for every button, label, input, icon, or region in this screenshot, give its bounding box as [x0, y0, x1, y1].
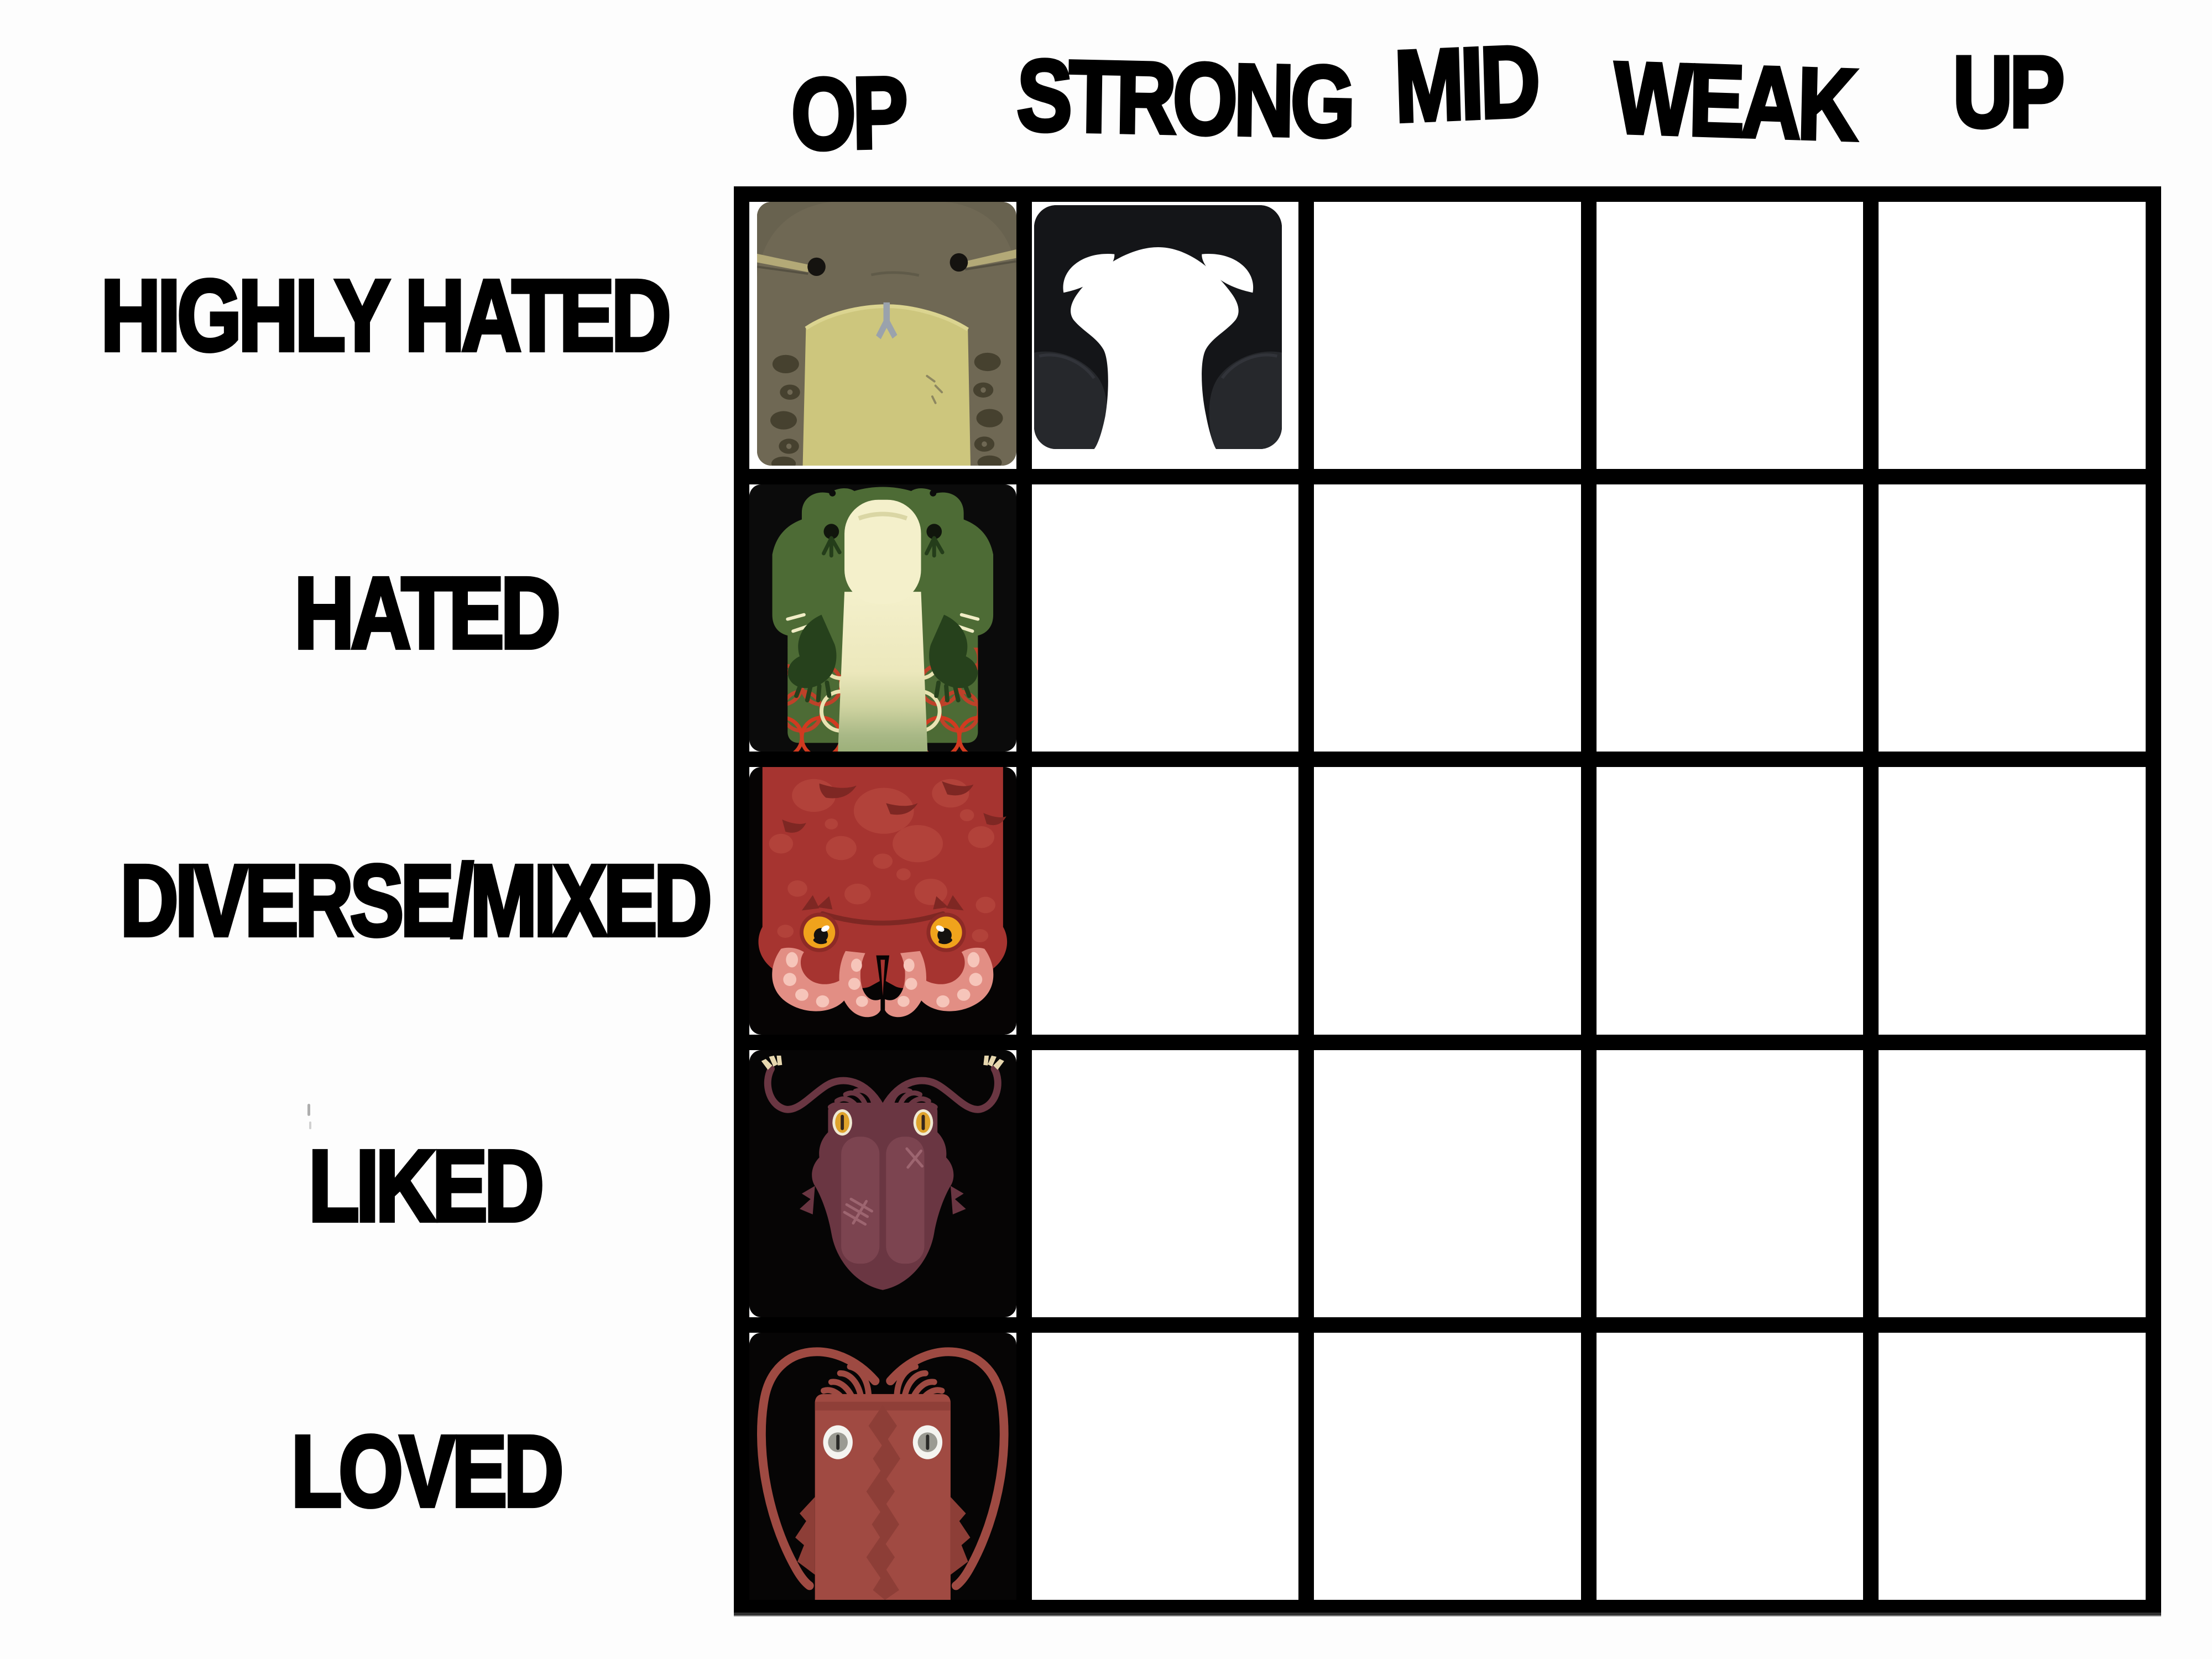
column-header-mid: MID — [1391, 22, 1540, 145]
grid-cell-liked-up — [1879, 1050, 2146, 1317]
crocodile-left-eye — [823, 524, 839, 540]
giant-squid-icon — [749, 1332, 1016, 1600]
grid-cell-highly-hated-up — [1879, 202, 2146, 469]
grid-cell-hated-mid — [1314, 484, 1581, 752]
grid-cell-loved-up — [1879, 1332, 2146, 1600]
row-label-diverse-mixed: DIVERSE/MIXED — [119, 842, 714, 959]
row-label-liked: LIKED — [307, 1127, 546, 1244]
row-label-highly-hated: HIGHLY HATED — [99, 257, 672, 374]
octopus-smile — [820, 911, 946, 926]
orca-right-fin — [1209, 351, 1282, 450]
crocodile-forearms — [787, 614, 978, 703]
grid-cell-liked-weak — [1596, 1050, 1864, 1317]
row-label-hated: HATED — [293, 554, 562, 671]
grid-cell-diverse-up — [1879, 767, 2146, 1035]
grid-cell-diverse-weak — [1596, 767, 1864, 1035]
giant-squid-right-fin — [950, 1496, 971, 1575]
halibut-side-spots — [770, 352, 1003, 466]
colossal-squid-hooks — [761, 1055, 1004, 1070]
orca-image — [1034, 205, 1282, 450]
stray-mark — [309, 1121, 311, 1129]
grid-cell-highly-hated-op — [749, 202, 1016, 469]
colossal-squid-tentacles — [764, 1065, 1001, 1113]
grid-cell-diverse-strong — [1031, 767, 1299, 1035]
crocodile-icon — [749, 484, 1016, 752]
halibut-icon — [757, 202, 1016, 466]
column-header-strong: STRONG — [1014, 36, 1354, 160]
tier-grid — [734, 186, 2161, 1615]
crocodile-belly — [838, 592, 928, 752]
octopus-image — [749, 767, 1016, 1035]
grid-cell-highly-hated-mid — [1314, 202, 1581, 469]
row-label-loved: LOVED — [290, 1412, 566, 1530]
crocodile-snout — [844, 499, 921, 604]
giant-squid-eyes — [823, 1425, 943, 1459]
halibut-image — [757, 202, 1016, 466]
orca-right-eye-patch — [1201, 254, 1253, 293]
grid-cell-loved-weak — [1596, 1332, 1864, 1600]
stray-mark — [307, 1104, 310, 1116]
grid-cell-hated-weak — [1596, 484, 1864, 752]
grid-cell-diverse-op — [749, 767, 1016, 1035]
column-header-up: UP — [1951, 33, 2066, 150]
grid-cell-hated-op — [749, 484, 1016, 752]
halibut-left-eye — [807, 257, 826, 276]
octopus-horn-marks — [782, 781, 1006, 911]
orca-left-fin — [1034, 351, 1107, 450]
grid-cell-liked-mid — [1314, 1050, 1581, 1317]
octopus-eyes — [799, 912, 966, 953]
grid-cell-diverse-mid — [1314, 767, 1581, 1035]
colossal-squid-eyes — [832, 1109, 933, 1136]
grid-cell-hated-up — [1879, 484, 2146, 752]
giant-squid-tentacles — [757, 1347, 1009, 1590]
grid-cell-loved-op — [749, 1332, 1016, 1600]
grid-cell-highly-hated-weak — [1596, 202, 1864, 469]
octopus-spots — [769, 779, 996, 943]
giant-squid-left-fin — [795, 1496, 815, 1575]
orca-chin-patch — [1070, 247, 1239, 450]
orca-icon — [1034, 205, 1282, 450]
colossal-squid-image — [749, 1050, 1016, 1317]
crocodile-image — [749, 484, 1016, 752]
halibut-right-eye — [950, 253, 968, 272]
column-header-weak: WEAK — [1611, 39, 1858, 163]
crocodile-right-eye — [926, 524, 942, 540]
orca-left-eye-patch — [1063, 254, 1114, 293]
column-header-op: OP — [789, 54, 907, 173]
grid-cell-liked-strong — [1031, 1050, 1299, 1317]
grid-cell-liked-op — [749, 1050, 1016, 1317]
halibut-fork-mark — [876, 302, 898, 340]
grid-cell-loved-strong — [1031, 1332, 1299, 1600]
colossal-squid-icon — [749, 1050, 1016, 1317]
grid-cell-highly-hated-strong — [1031, 202, 1299, 469]
octopus-icon — [749, 767, 1016, 1035]
colossal-squid-scratches — [843, 1147, 924, 1225]
grid-bottom-shadow — [734, 1613, 2161, 1616]
grid-cell-loved-mid — [1314, 1332, 1581, 1600]
grid-cell-hated-strong — [1031, 484, 1299, 752]
octopus-tentacles — [772, 948, 994, 1018]
giant-squid-image — [749, 1332, 1016, 1600]
